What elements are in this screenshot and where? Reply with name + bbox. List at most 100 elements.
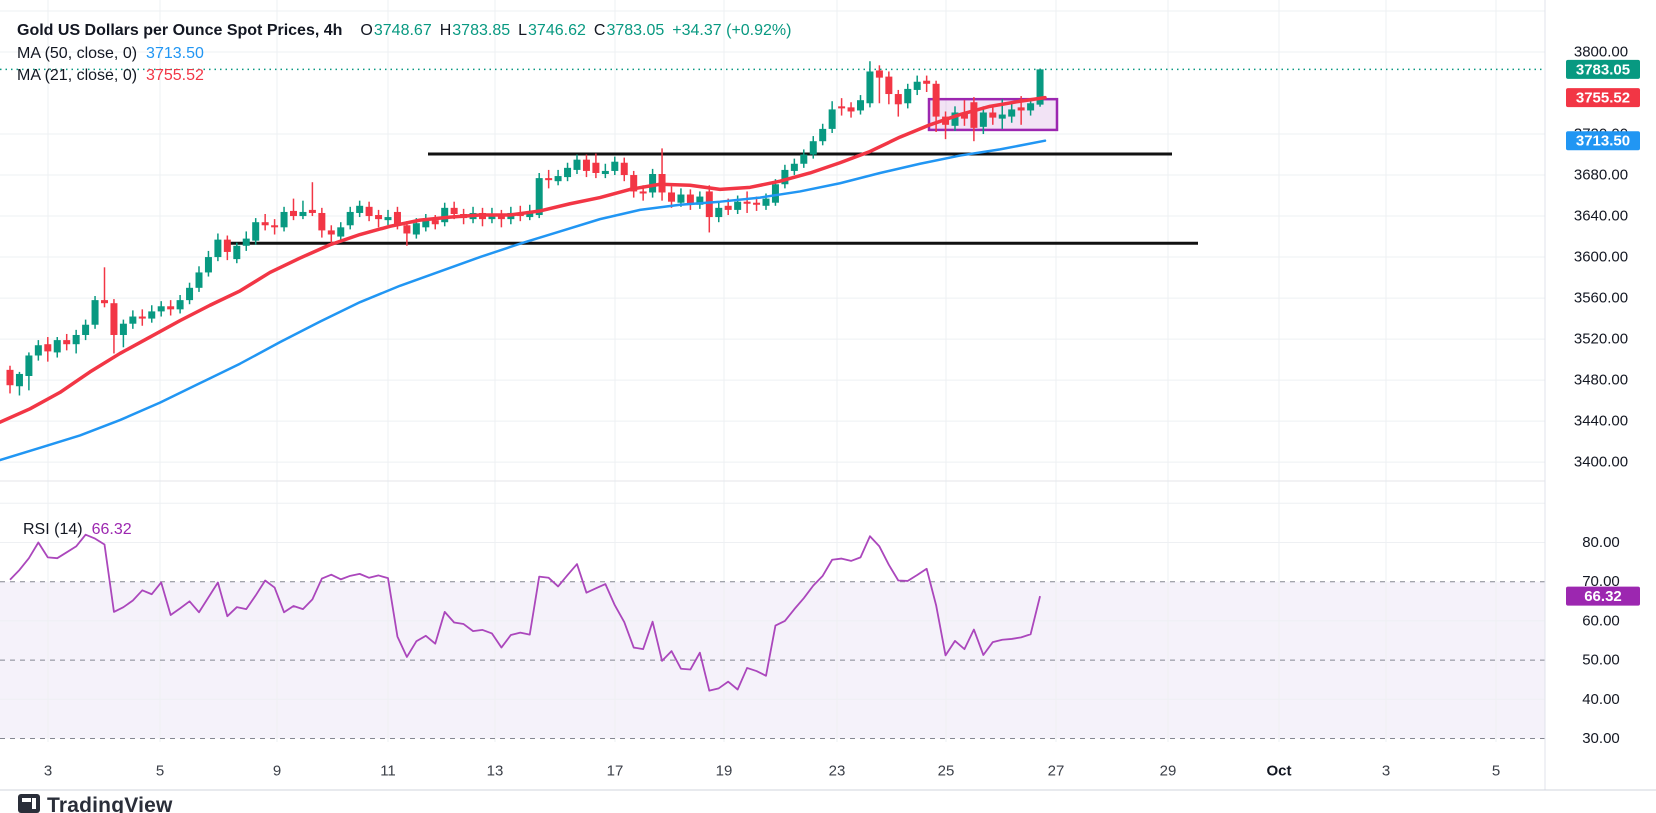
candle-body[interactable]: [318, 212, 326, 231]
candle-body[interactable]: [857, 100, 864, 111]
candle-body[interactable]: [356, 205, 364, 213]
candle-body[interactable]: [611, 161, 619, 171]
candle-body[interactable]: [526, 211, 534, 218]
candle-body[interactable]: [677, 194, 685, 203]
candle-body[interactable]: [101, 300, 108, 304]
candle-body[interactable]: [441, 207, 449, 223]
candle-body[interactable]: [819, 128, 827, 142]
candle-body[interactable]: [1036, 69, 1044, 105]
rsi-legend-row[interactable]: RSI (14) 66.32: [23, 519, 132, 542]
candle-body[interactable]: [1027, 103, 1035, 111]
candle-body[interactable]: [72, 334, 80, 345]
candle-body[interactable]: [847, 107, 855, 112]
candle-body[interactable]: [242, 238, 250, 246]
candle-body[interactable]: [129, 316, 137, 324]
candle-body[interactable]: [838, 106, 846, 109]
candle-body[interactable]: [91, 300, 99, 325]
candle-body[interactable]: [119, 323, 127, 335]
candle-body[interactable]: [913, 81, 921, 90]
candle-body[interactable]: [894, 94, 902, 105]
candle-body[interactable]: [753, 202, 761, 205]
candle-body[interactable]: [186, 287, 194, 301]
candle-body[interactable]: [573, 159, 581, 170]
candle-body[interactable]: [809, 141, 817, 155]
candle-body[interactable]: [866, 71, 874, 104]
candle-body[interactable]: [828, 109, 836, 129]
candle-body[interactable]: [743, 201, 751, 204]
candle-body[interactable]: [34, 345, 42, 356]
candle-body[interactable]: [63, 340, 71, 345]
candle-body[interactable]: [724, 205, 732, 210]
candle-body[interactable]: [582, 159, 590, 171]
candle-body[interactable]: [25, 355, 33, 376]
candle-body[interactable]: [44, 344, 52, 352]
candle-body[interactable]: [639, 191, 647, 194]
candle-body[interactable]: [592, 162, 600, 173]
candle-body[interactable]: [167, 306, 175, 310]
candle-body[interactable]: [923, 80, 931, 84]
candle-body[interactable]: [554, 176, 562, 182]
candle-body[interactable]: [337, 227, 345, 237]
candle-body[interactable]: [384, 217, 392, 221]
time-axis[interactable]: 3 5 9 11 13 17 19 23 25 27 29 Oct 3 5: [44, 763, 1500, 780]
candle-body[interactable]: [346, 211, 354, 226]
candle-body[interactable]: [214, 239, 222, 258]
candle-body[interactable]: [715, 207, 723, 218]
candle-body[interactable]: [403, 225, 411, 234]
candle-body[interactable]: [450, 207, 458, 214]
candle-body[interactable]: [535, 178, 543, 216]
rsi-line[interactable]: [9, 533, 1041, 692]
candle-body[interactable]: [564, 167, 572, 178]
candle-body[interactable]: [545, 178, 553, 181]
symbol-legend-row[interactable]: Gold US Dollars per Ounce Spot Prices, 4…: [17, 20, 791, 43]
candle-body[interactable]: [15, 373, 23, 387]
candle-body[interactable]: [970, 102, 978, 128]
candle-body[interactable]: [686, 194, 694, 204]
candle-body[interactable]: [771, 184, 779, 203]
candle-body[interactable]: [176, 300, 184, 310]
candle-body[interactable]: [252, 222, 260, 241]
candle-body[interactable]: [271, 225, 279, 228]
candle-body[interactable]: [620, 162, 628, 176]
candle-body[interactable]: [157, 306, 165, 312]
candle-body[interactable]: [979, 112, 987, 127]
candle-body[interactable]: [1008, 109, 1016, 117]
candle-body[interactable]: [110, 303, 118, 335]
candle-body[interactable]: [696, 196, 704, 205]
candle-body[interactable]: [412, 223, 420, 235]
ma-50-line[interactable]: [0, 139, 1047, 462]
candle-body[interactable]: [762, 198, 770, 206]
candle-body[interactable]: [649, 174, 657, 193]
candle-body[interactable]: [290, 210, 297, 217]
candle-body[interactable]: [601, 170, 609, 175]
candle-body[interactable]: [233, 245, 241, 260]
candle-body[interactable]: [299, 211, 307, 217]
candle-body[interactable]: [668, 192, 675, 202]
candle-body[interactable]: [6, 369, 14, 386]
tradingview-logo[interactable]: TradingView: [18, 794, 173, 813]
candle-body[interactable]: [422, 220, 430, 228]
price-axis[interactable]: [1545, 0, 1656, 792]
candle-body[interactable]: [375, 215, 383, 220]
candle-body[interactable]: [148, 311, 156, 319]
candle-body[interactable]: [82, 324, 90, 335]
candle-body[interactable]: [734, 201, 742, 210]
candle-body[interactable]: [989, 112, 997, 118]
candle-body[interactable]: [904, 88, 912, 104]
candlestick-series[interactable]: [6, 61, 1044, 396]
candle-body[interactable]: [781, 169, 789, 185]
candle-body[interactable]: [998, 114, 1006, 119]
candle-body[interactable]: [308, 209, 316, 213]
candle-body[interactable]: [960, 112, 968, 119]
candle-body[interactable]: [53, 340, 61, 353]
candle-body[interactable]: [885, 76, 893, 95]
ma21-legend-row[interactable]: MA (21, close, 0) 3755.52: [17, 65, 791, 88]
candle-body[interactable]: [138, 316, 146, 319]
ma50-legend-row[interactable]: MA (50, close, 0) 3713.50: [17, 43, 791, 66]
candle-body[interactable]: [705, 191, 713, 218]
candle-body[interactable]: [951, 112, 959, 126]
candle-body[interactable]: [875, 70, 883, 78]
candle-body[interactable]: [1017, 107, 1025, 111]
candle-body[interactable]: [431, 220, 439, 225]
candle-body[interactable]: [630, 175, 638, 192]
